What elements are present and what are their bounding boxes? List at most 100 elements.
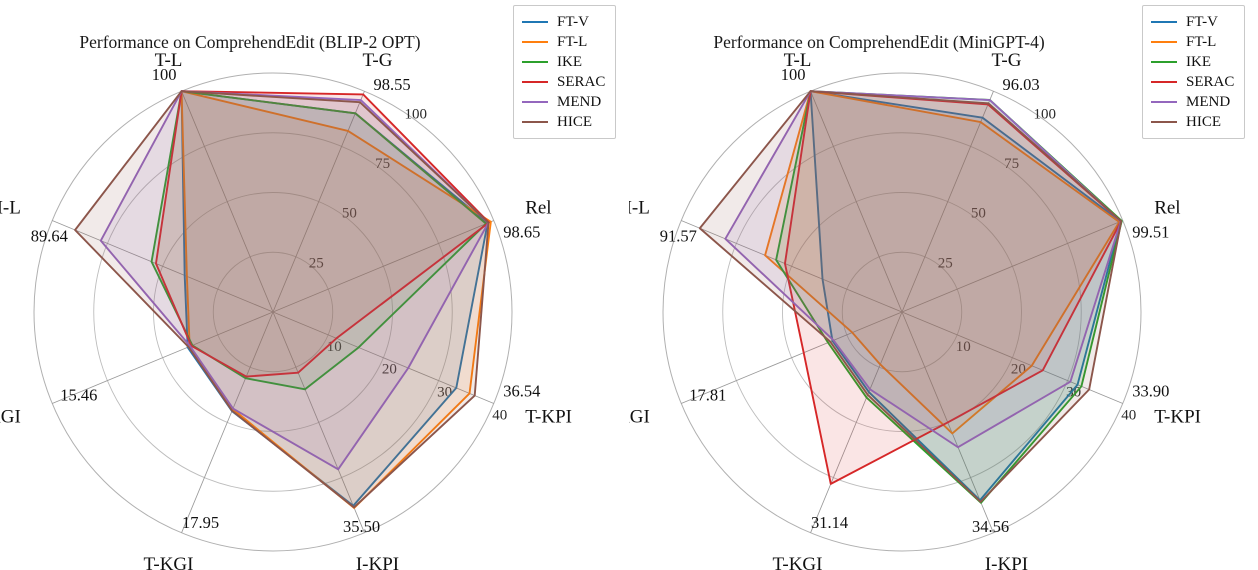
grid-circle [212, 251, 334, 373]
legend-swatch-ft-l [522, 41, 548, 43]
axis-spoke-t-g [272, 91, 365, 313]
grid-circle [782, 192, 1022, 432]
legend-label: IKE [557, 54, 582, 70]
series-line-hice [74, 90, 490, 509]
legend-swatch-ike [522, 61, 548, 63]
peak-value-rel: 98.65 [503, 223, 540, 242]
peak-value-m-l: 91.57 [660, 227, 697, 246]
legend-blip2: FT-V FT-L IKE SERAC MEND HICE [513, 5, 617, 139]
peak-value-t-g: 98.55 [374, 75, 411, 94]
radar-panel-minigpt4: Performance on ComprehendEdit (MiniGPT-4… [629, 0, 1258, 570]
series-line-serac [155, 90, 490, 378]
radial-tick-upper: 25 [938, 255, 953, 271]
axis-spoke-t-l [810, 91, 903, 313]
grid-circle [841, 251, 963, 373]
radial-tick-upper: 25 [309, 255, 324, 271]
legend-label: FT-L [557, 34, 588, 50]
legend-item-ft-l[interactable]: FT-L [1151, 32, 1234, 52]
grid-circle [93, 132, 453, 492]
series-fill-ike [151, 91, 487, 390]
axis-label-t-g: T-G [992, 50, 1022, 71]
axis-label-rel: Rel [525, 198, 551, 219]
peak-value-t-kgi: 17.95 [182, 513, 219, 532]
axis-spoke-rel [901, 220, 1123, 313]
legend-label: MEND [1186, 94, 1231, 110]
legend-swatch-serac [522, 81, 548, 83]
axis-label-m-l: M-L [629, 198, 650, 219]
axis-spoke-m-l [52, 220, 274, 313]
peak-value-i-kpi: 35.50 [343, 517, 380, 536]
chart-title: Performance on ComprehendEdit (BLIP-2 OP… [79, 32, 420, 52]
legend-swatch-serac [1151, 81, 1177, 83]
axis-spoke-m-l [681, 220, 903, 313]
legend-swatch-ike [1151, 61, 1177, 63]
axis-label-t-l: T-L [155, 50, 183, 71]
legend-item-serac[interactable]: SERAC [1151, 72, 1234, 92]
radial-tick-lower: 20 [382, 362, 397, 378]
legend-swatch-mend [522, 101, 548, 103]
series-fill-ike [776, 91, 1122, 503]
radial-tick-upper: 50 [342, 206, 357, 222]
radial-tick-lower: 30 [1066, 385, 1081, 401]
legend-item-mend[interactable]: MEND [1151, 92, 1234, 112]
peak-value-t-g: 96.03 [1003, 75, 1040, 94]
radial-tick-upper: 75 [375, 156, 390, 172]
legend-item-hice[interactable]: HICE [1151, 112, 1234, 132]
grid-circle [33, 72, 513, 552]
axis-label-m-l: M-L [0, 198, 21, 219]
peak-value-t-kpi: 36.54 [503, 382, 540, 401]
axis-label-t-kgi: T-KGI [144, 554, 194, 570]
axis-spoke-i-kgi [52, 311, 274, 404]
axis-spoke-rel [272, 220, 494, 313]
legend-label: IKE [1186, 54, 1211, 70]
legend-item-ft-l[interactable]: FT-L [522, 32, 605, 52]
series-fill-ft-v [181, 91, 488, 506]
radial-tick-lower: 40 [1121, 408, 1136, 424]
radar-chart-blip2: Performance on ComprehendEdit (BLIP-2 OP… [0, 32, 572, 570]
peak-value-i-kpi: 34.56 [972, 517, 1009, 536]
series-fill-serac [784, 91, 1122, 484]
legend-label: SERAC [557, 74, 606, 90]
series-line-mend [99, 90, 490, 471]
axis-spoke-t-kgi [181, 311, 274, 533]
legend-swatch-ft-l [1151, 41, 1177, 43]
radial-tick-upper: 100 [1034, 106, 1057, 122]
peak-value-i-kgi: 17.81 [689, 386, 726, 405]
series-fill-ft-l [765, 91, 1120, 434]
series-line-mend [724, 90, 1122, 449]
peak-value-m-l: 89.64 [31, 227, 68, 246]
legend-item-serac[interactable]: SERAC [522, 72, 605, 92]
legend-item-ike[interactable]: IKE [1151, 52, 1234, 72]
legend-label: FT-V [557, 14, 589, 30]
legend-swatch-ft-v [522, 21, 548, 23]
axis-label-t-kpi: T-KPI [1154, 407, 1201, 428]
peak-value-i-kgi: 15.46 [60, 386, 97, 405]
radial-tick-upper: 75 [1004, 156, 1019, 172]
axis-label-t-kpi: T-KPI [525, 407, 572, 428]
axis-label-i-kpi: I-KPI [985, 554, 1028, 570]
peak-value-t-kpi: 33.90 [1132, 382, 1169, 401]
peak-value-t-l: 100 [152, 65, 177, 84]
radial-tick-upper: 50 [971, 206, 986, 222]
grid-circle [662, 72, 1142, 552]
legend-label: FT-L [1186, 34, 1217, 50]
radial-tick-lower: 40 [492, 408, 507, 424]
legend-label: HICE [1186, 114, 1221, 130]
legend-item-ft-v[interactable]: FT-V [1151, 12, 1234, 32]
radar-panel-blip2: Performance on ComprehendEdit (BLIP-2 OP… [0, 32, 572, 570]
legend-label: HICE [557, 114, 592, 130]
radar-chart-minigpt4: Performance on ComprehendEdit (MiniGPT-4… [629, 32, 1201, 570]
legend-item-ike[interactable]: IKE [522, 52, 605, 72]
series-fill-serac [155, 91, 489, 377]
legend-item-ft-v[interactable]: FT-V [522, 12, 605, 32]
legend-item-hice[interactable]: HICE [522, 112, 605, 132]
peak-value-rel: 99.51 [1132, 223, 1169, 242]
axis-label-i-kgi: I-KGI [0, 407, 21, 428]
grid-circle [722, 132, 1082, 492]
radial-tick-upper: 100 [405, 106, 428, 122]
axis-label-t-l: T-L [784, 50, 812, 71]
axis-label-i-kpi: I-KPI [356, 554, 399, 570]
legend-item-mend[interactable]: MEND [522, 92, 605, 112]
legend-swatch-hice [1151, 121, 1177, 123]
axis-spoke-t-kpi [901, 311, 1123, 404]
